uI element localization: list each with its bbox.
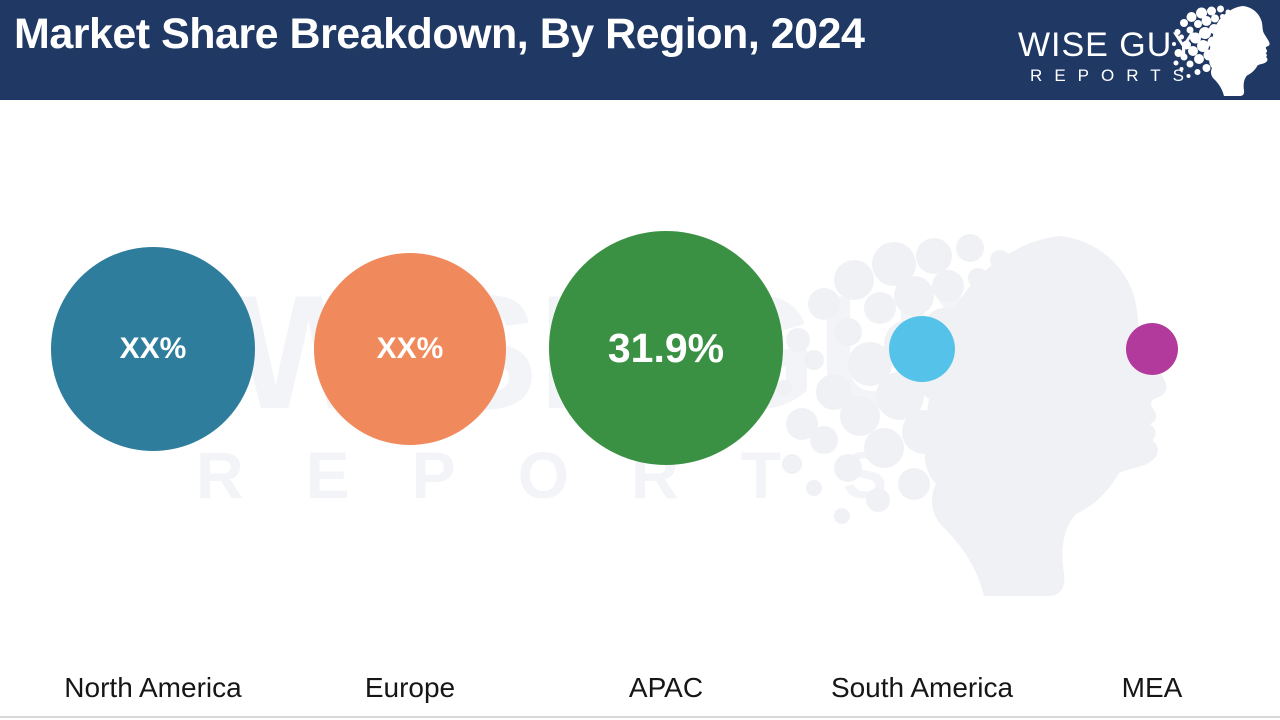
category-label-apac: APAC [628, 672, 704, 703]
bubble-south-america [889, 316, 955, 382]
category-label-south-america: South America [830, 672, 1014, 703]
bubble-north-america: XX% [51, 247, 255, 451]
page-title: Market Share Breakdown, By Region, 2024 [14, 10, 865, 58]
category-label-mea: MEA [1121, 672, 1183, 703]
brand-wordmark: WISE GUY [1017, 26, 1196, 65]
face-profile-icon [1172, 5, 1270, 96]
axis-baseline [0, 716, 1280, 718]
bubble-europe: XX% [314, 253, 506, 445]
bubble-value-label: XX% [376, 332, 444, 365]
bubble-mea [1126, 323, 1178, 375]
brand-text: WISE GUY REPORTS [1017, 26, 1196, 85]
bubble-value-label: 31.9% [607, 324, 725, 371]
category-label-europe: Europe [364, 672, 456, 703]
bubble-value-label: XX% [119, 332, 187, 365]
brand-subtext: REPORTS [1030, 65, 1196, 85]
bubble-apac: 31.9% [549, 231, 783, 465]
bubble-plot: XX% North America XX% Europe 31.9% APAC South … [0, 100, 1280, 720]
header: Market Share Breakdown, By Region, 2024 … [0, 0, 1280, 100]
category-label-north-america: North America [64, 672, 242, 703]
brand-logo: WISE GUY REPORTS [1018, 0, 1280, 97]
